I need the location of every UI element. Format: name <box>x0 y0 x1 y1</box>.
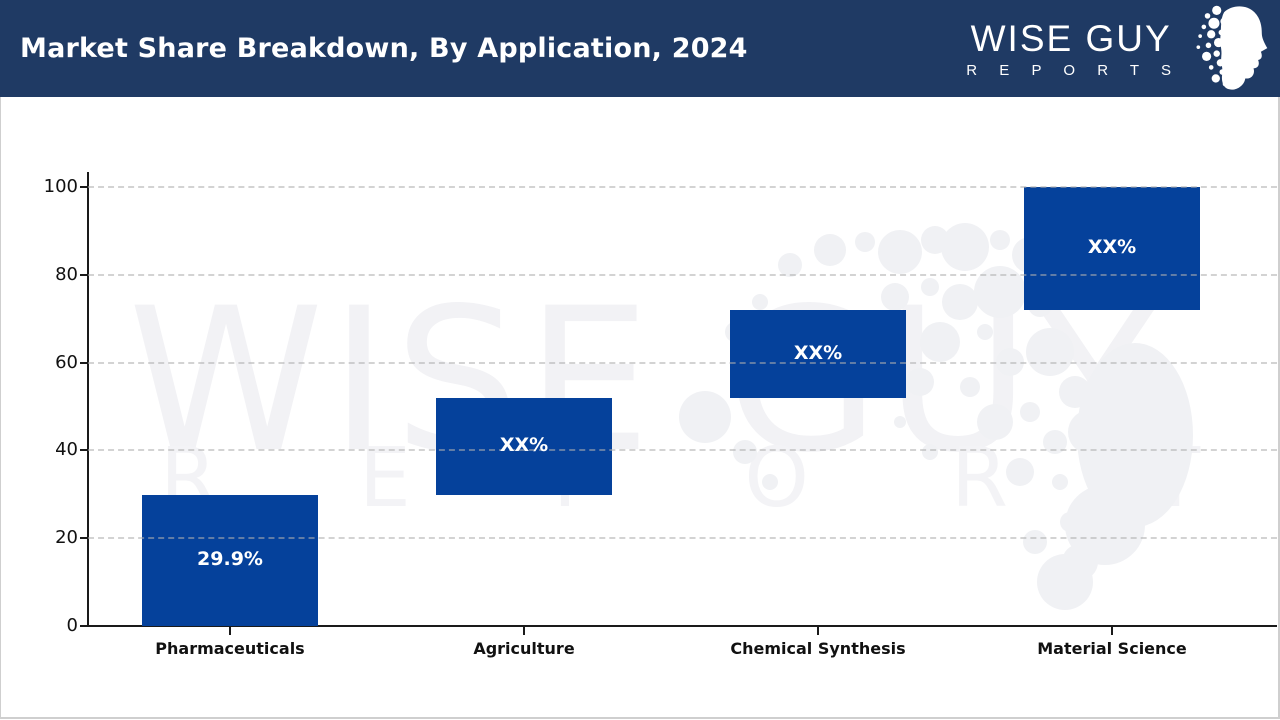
chart-area: 0 20 40 60 80 100 29.9% Pharmaceuticals XX% Agric… <box>0 97 1280 720</box>
bar-value-label: XX% <box>499 434 549 457</box>
bar-value-label: 29.9% <box>197 548 263 571</box>
category-label-agriculture: Agriculture <box>473 639 575 658</box>
category-label-chemical-synthesis: Chemical Synthesis <box>730 639 906 658</box>
y-tick-label-0: 0 <box>66 615 78 636</box>
category-label-material-science: Material Science <box>1037 639 1187 658</box>
y-tick-label-80: 80 <box>55 263 78 285</box>
bar-agriculture <box>436 397 612 495</box>
bar-chemical-synthesis <box>730 309 906 398</box>
gridline-60 <box>88 361 1277 364</box>
x-tick-3 <box>1111 627 1113 635</box>
y-tick-100 <box>80 186 88 188</box>
y-tick-20 <box>80 537 88 540</box>
logo-tagline: R E P O R T S <box>966 61 1180 79</box>
y-axis-line <box>87 172 89 626</box>
y-tick-60 <box>80 361 88 364</box>
bar-value-label: XX% <box>793 341 843 364</box>
watermark-dots-face <box>679 223 1193 610</box>
y-tick-label-100: 100 <box>43 176 78 197</box>
bar-value-label: XX% <box>1087 236 1137 259</box>
logo-face-icon <box>1196 5 1268 90</box>
header-bar: Market Share Breakdown, By Application, … <box>0 0 1280 97</box>
x-tick-0 <box>229 627 231 635</box>
gridline-40 <box>88 449 1277 452</box>
y-tick-80 <box>80 273 88 276</box>
gridline-20 <box>88 537 1277 540</box>
y-tick-label-20: 20 <box>55 527 78 549</box>
gridline-80 <box>88 273 1277 276</box>
y-tick-40 <box>80 449 88 452</box>
gridline-100 <box>88 186 1277 188</box>
x-tick-2 <box>817 627 819 635</box>
category-label-pharmaceuticals: Pharmaceuticals <box>155 639 305 658</box>
watermark-text: WISE GUY <box>128 265 1164 496</box>
bar-material-science <box>1024 187 1200 310</box>
logo-name: WISE GUY <box>970 17 1172 59</box>
y-tick-label-40: 40 <box>55 439 78 461</box>
wise-guy-logo: WISE GUY R E P O R T S <box>962 0 1268 97</box>
y-tick-label-60: 60 <box>55 351 78 373</box>
x-tick-1 <box>523 627 525 635</box>
logo-text: WISE GUY R E P O R T S <box>962 20 1180 78</box>
x-axis-line <box>87 625 1277 627</box>
y-tick-0 <box>80 625 88 627</box>
page-title: Market Share Breakdown, By Application, … <box>20 33 748 64</box>
bar-pharmaceuticals <box>142 494 318 626</box>
